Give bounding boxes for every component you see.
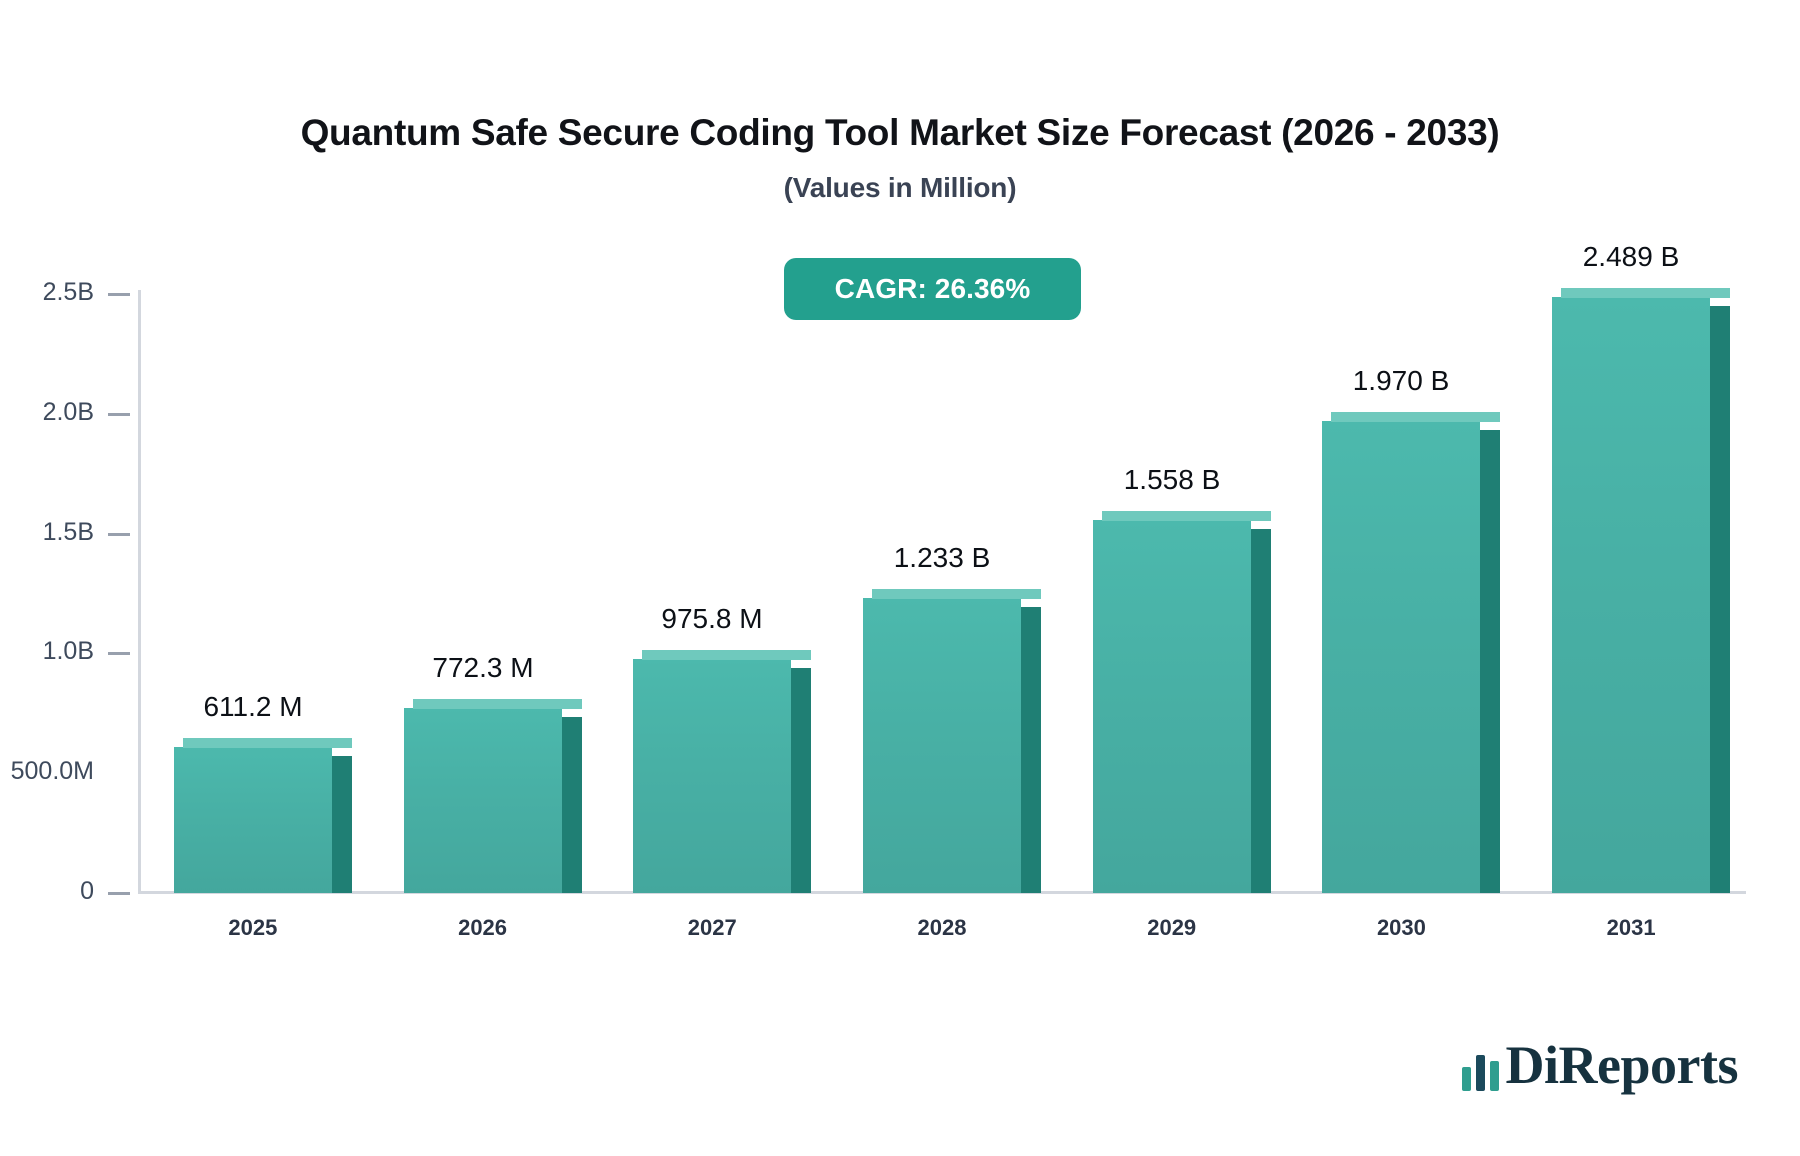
bar-top-2026: [413, 699, 582, 709]
y-tick-mark: [108, 892, 130, 895]
y-tick-mark: [108, 532, 130, 536]
bar-side-2026: [562, 717, 582, 893]
cagr-badge-label: CAGR: 26.36%: [834, 273, 1031, 304]
x-tick-label-2027: 2027: [687, 915, 737, 940]
bar-top-2027: [642, 650, 811, 660]
y-tick-label: 2.0B: [42, 397, 94, 426]
x-tick-label-2028: 2028: [917, 915, 967, 940]
bar-2029[interactable]: [1093, 520, 1251, 893]
x-tick-label-2030: 2030: [1376, 915, 1426, 940]
chart-subtitle: (Values in Million): [783, 172, 1017, 203]
bar-side-2029: [1251, 529, 1271, 893]
bar-2025[interactable]: [174, 747, 332, 893]
bar-top-2025: [183, 738, 352, 748]
bar-2030[interactable]: [1322, 421, 1480, 893]
bar-value-label-2025: 611.2 M: [203, 691, 303, 722]
logo-bars-icon: [1461, 1047, 1499, 1092]
bar-value-label-2029: 1.558 B: [1123, 464, 1221, 495]
bar-value-label-2030: 1.970 B: [1352, 365, 1450, 396]
bar-top-2031: [1561, 288, 1730, 298]
y-tick-mark: [108, 293, 130, 296]
bar-side-2025: [332, 756, 352, 893]
bar-value-label-2031: 2.489 B: [1582, 241, 1680, 272]
bar-value-label-2026: 772.3 M: [432, 652, 534, 683]
bar-2031[interactable]: [1552, 297, 1710, 893]
y-tick-label: 0: [80, 877, 94, 905]
logo-text: DiReports: [1505, 1035, 1739, 1095]
y-tick-label: 1.0B: [42, 637, 94, 666]
y-tick-mark: [108, 652, 130, 656]
cagr-badge: CAGR: 26.36%: [784, 258, 1081, 320]
y-tick-label: 2.5B: [42, 278, 94, 306]
bar-side-2031: [1710, 306, 1730, 893]
direports-logo: DiReports: [1461, 1035, 1739, 1095]
y-axis-line: [138, 290, 141, 894]
x-tick-label-2025: 2025: [228, 915, 278, 940]
bar-side-2030: [1480, 430, 1500, 893]
chart-title: Quantum Safe Secure Coding Tool Market S…: [300, 112, 1500, 153]
bar-2027[interactable]: [633, 659, 791, 893]
bar-value-label-2027: 975.8 M: [661, 603, 763, 634]
y-tick-mark: [108, 412, 130, 416]
bar-top-2030: [1331, 412, 1500, 422]
bar-value-label-2028: 1.233 B: [893, 542, 991, 573]
bar-side-2028: [1021, 607, 1041, 893]
bar-2026[interactable]: [404, 708, 562, 893]
y-tick-label: 1.5B: [42, 517, 94, 546]
x-tick-label-2029: 2029: [1147, 915, 1197, 940]
bar-side-2027: [791, 668, 811, 893]
x-tick-label-2026: 2026: [458, 915, 508, 940]
bar-top-2028: [872, 589, 1041, 599]
bar-top-2029: [1102, 511, 1271, 521]
x-tick-label-2031: 2031: [1606, 915, 1656, 940]
bar-2028[interactable]: [863, 598, 1021, 893]
y-tick-label: 500.0M: [10, 757, 94, 786]
